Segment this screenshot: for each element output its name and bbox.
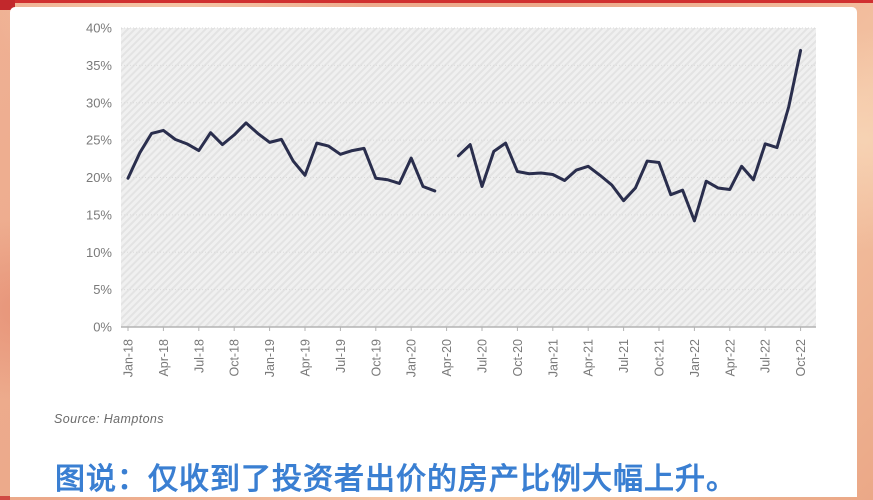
line-chart: 0% 5% 10% 15% 20% 25% 30% 35% 40% Jan-18 Apr-18 Jul… (86, 21, 816, 377)
x-axis-label: Jan-20 (405, 339, 419, 377)
x-axis-label: Oct-21 (653, 339, 667, 377)
x-axis-label: Oct-18 (228, 339, 242, 377)
x-axis-label: Jul-20 (476, 339, 490, 373)
x-axis-label: Oct-20 (511, 339, 525, 377)
y-axis-label: 40% (86, 21, 112, 36)
top-left-red-block (0, 0, 15, 10)
data-series-line (126, 121, 437, 193)
x-axis-label: Apr-20 (440, 339, 454, 377)
x-axis-label: Jan-22 (688, 339, 702, 377)
y-axis-label: 15% (86, 207, 112, 222)
bottom-left-red-notch (0, 496, 10, 500)
x-axis-label: Jul-19 (334, 339, 348, 373)
x-axis-label: Jan-18 (122, 339, 136, 377)
x-axis-label: Apr-21 (582, 339, 596, 377)
y-axis-label: 0% (93, 320, 112, 335)
x-axis-label: Jan-21 (546, 339, 560, 377)
x-axis-label: Jul-18 (192, 339, 206, 373)
x-axis-label: Oct-19 (369, 339, 383, 377)
chart-source-label: Source: Hamptons (54, 412, 164, 426)
y-axis-label: 5% (93, 282, 112, 297)
x-axis-label: Jul-22 (759, 339, 773, 373)
y-axis-label: 35% (86, 58, 112, 73)
y-axis-label: 25% (86, 133, 112, 148)
caption-text: 图说：仅收到了投资者出价的房产比例大幅上升。 (55, 463, 737, 496)
x-axis-label: Apr-18 (157, 339, 171, 377)
x-axis-label: Apr-22 (723, 339, 737, 377)
data-series-line (456, 48, 803, 223)
y-axis-label: 10% (86, 245, 112, 260)
x-axis-label: Jan-19 (263, 339, 277, 377)
top-red-accent-line (0, 0, 873, 3)
x-axis-label: Oct-22 (794, 339, 808, 377)
y-axis-label: 30% (86, 95, 112, 110)
plot-area (121, 28, 816, 327)
x-axis-label: Jul-21 (617, 339, 631, 373)
x-axis-label: Apr-19 (299, 339, 313, 377)
y-axis-label: 20% (86, 170, 112, 185)
